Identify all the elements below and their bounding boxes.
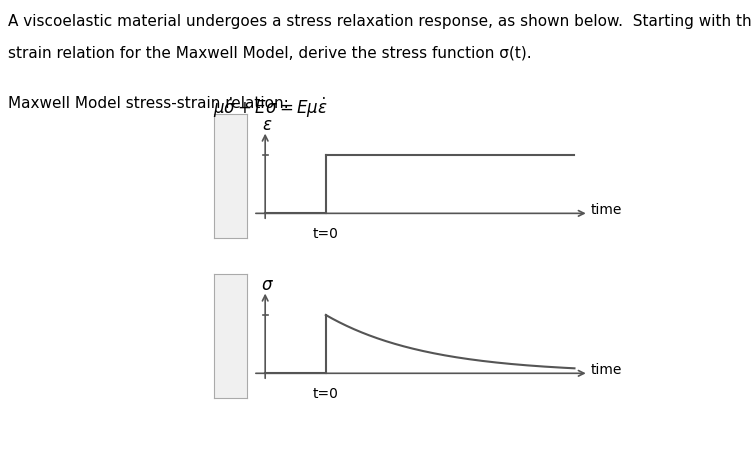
Text: A viscoelastic material undergoes a stress relaxation response, as shown below. : A viscoelastic material undergoes a stre… [8, 14, 752, 29]
Text: Maxwell Model stress-strain relation:: Maxwell Model stress-strain relation: [8, 96, 293, 111]
Text: time: time [590, 363, 622, 377]
Text: $\mu\dot{\sigma} + E\sigma = E\mu\dot{\varepsilon}$: $\mu\dot{\sigma} + E\sigma = E\mu\dot{\v… [213, 96, 327, 120]
Text: $\sigma_0$: $\sigma_0$ [227, 307, 245, 323]
Text: t=0: t=0 [313, 227, 338, 241]
Text: t=0: t=0 [313, 387, 338, 401]
Text: $\varepsilon$: $\varepsilon$ [262, 116, 272, 134]
Text: time: time [590, 203, 622, 218]
Text: $\varepsilon_0$: $\varepsilon_0$ [229, 147, 245, 163]
Text: strain relation for the Maxwell Model, derive the stress function σ(t).: strain relation for the Maxwell Model, d… [8, 46, 531, 61]
Text: $\sigma$: $\sigma$ [261, 276, 274, 294]
